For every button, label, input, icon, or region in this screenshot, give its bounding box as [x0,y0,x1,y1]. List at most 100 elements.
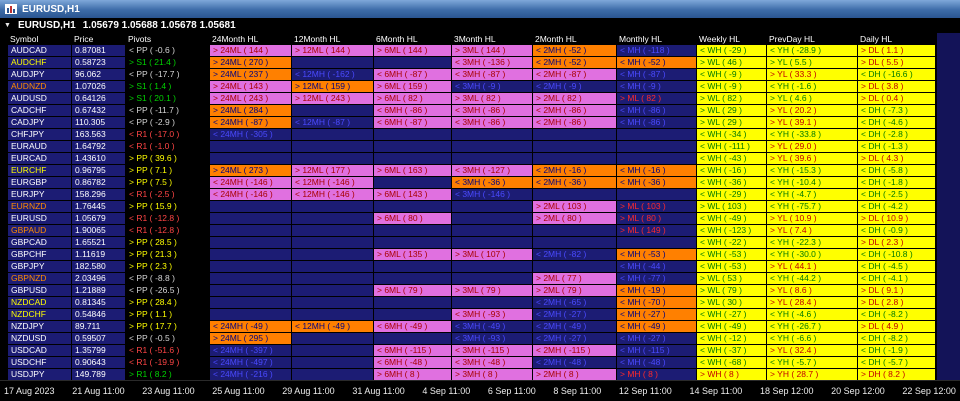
matrix-cell-empty [210,261,292,273]
symbol-cell: GBPCHF [8,249,72,261]
matrix-row-gbpaud: GBPAUD 1.90065 < R1 ( -12.8 ) > ML ( 149 ) <… [8,225,960,237]
matrix-cell: > YL ( 29.0 ) [767,141,858,153]
matrix-cell-empty [292,261,374,273]
matrix-cell: < WH ( -34 ) [697,129,767,141]
matrix-cell: < YH ( -15.3 ) [767,165,858,177]
symbol-cell: EURCAD [8,153,72,165]
matrix-cell: < WH ( -36 ) [697,177,767,189]
matrix-cell: > DL ( 9.1 ) [858,285,936,297]
price-cell: 0.58723 [72,57,126,69]
price-cell: 1.64792 [72,141,126,153]
column-header-weekly-hl: Weekly HL [699,34,740,44]
matrix-cell-empty [292,129,374,141]
matrix-cell: < YH ( -26.7 ) [767,321,858,333]
matrix-cell-empty [210,249,292,261]
symbol-cell: EURNZD [8,201,72,213]
matrix-cell: > YL ( 10.9 ) [767,213,858,225]
matrix-cell: > 24ML ( 144 ) [210,45,292,57]
matrix-cell: < DH ( -10.8 ) [858,249,936,261]
price-cell: 110.305 [72,117,126,129]
matrix-cell: > WL ( 29 ) [697,105,767,117]
matrix-cell-empty [210,213,292,225]
matrix-cell: < DH ( -4.6 ) [858,117,936,129]
matrix-row-usdchf: USDCHF 0.90643 < R1 ( -19.9 ) < 24MH ( -497… [8,357,960,369]
symbol-cell: EURAUD [8,141,72,153]
matrix-cell: > YL ( 4.6 ) [767,93,858,105]
price-cell: 0.67432 [72,105,126,117]
matrix-cell: > 2ML ( 80 ) [533,213,617,225]
matrix-cell: < MH ( -87 ) [617,69,697,81]
matrix-cell-empty [292,309,374,321]
matrix-cell: < 24MH ( -497 ) [210,357,292,369]
time-axis-label: 8 Sep 11:00 [553,386,602,396]
symbol-cell: AUDUSD [8,93,72,105]
matrix-cell: > 3ML ( 82 ) [452,93,533,105]
matrix-cell: < 2MH ( -9 ) [533,81,617,93]
symbol-cell: NZDJPY [8,321,72,333]
time-axis-label: 31 Aug 11:00 [352,386,405,396]
matrix-cell-empty [292,201,374,213]
time-axis-label: 23 Aug 11:00 [142,386,195,396]
matrix-cell-empty [210,201,292,213]
matrix-cell: < 2MH ( -115 ) [533,345,617,357]
matrix-cell: > YL ( 39.1 ) [767,117,858,129]
pivot-cell: > S1 ( 1.4 ) [126,81,210,93]
matrix-cell: < 2MH ( -49 ) [533,321,617,333]
matrix-cell-empty [292,285,374,297]
price-cell: 1.43610 [72,153,126,165]
symbol-cell: NZDCHF [8,309,72,321]
matrix-cell-empty [617,141,697,153]
time-axis[interactable]: 17 Aug 2023 21 Aug 11:00 23 Aug 11:00 25 Au… [0,380,960,401]
matrix-cell: < MH ( -9 ) [617,81,697,93]
matrix-cell: < MH ( -115 ) [617,345,697,357]
matrix-cell: > YL ( 33.3 ) [767,69,858,81]
matrix-cell-empty [374,177,452,189]
matrix-cell: > 24ML ( 237 ) [210,69,292,81]
matrix-row-nzdcad: NZDCAD 0.81345 > PP ( 28.4 ) < 2MH ( -65 ) <… [8,297,960,309]
matrix-cell: < YH ( -10.4 ) [767,177,858,189]
symbol-cell: GBPCAD [8,237,72,249]
matrix-cell: < 3MH ( -48 ) [452,357,533,369]
matrix-cell: < MH ( -86 ) [617,117,697,129]
price-cell: 1.05679 [72,213,126,225]
matrix-row-nzdusd: NZDUSD 0.59507 < PP ( -0.5 ) > 24ML ( 295 )… [8,333,960,345]
matrix-row-chfjpy: CHFJPY 163.563 < R1 ( -17.0 ) < 24MH ( -305… [8,129,960,141]
matrix-cell: < WH ( -43 ) [697,153,767,165]
matrix-cell: < WH ( -22 ) [697,237,767,249]
matrix-cell-empty [374,333,452,345]
matrix-cell: < MH ( -27 ) [617,309,697,321]
matrix-cell-empty [617,129,697,141]
symbol-cell: CADCHF [8,105,72,117]
quote-bar: ▼ EURUSD,H1 1.05679 1.05688 1.05678 1.05… [0,18,960,33]
matrix-cell: < DH ( -1.8 ) [858,177,936,189]
matrix-cell: < DH ( -5.8 ) [858,165,936,177]
matrix-cell: < WH ( -12 ) [697,333,767,345]
pivot-cell: < PP ( -11.7 ) [126,105,210,117]
window-titlebar[interactable]: EURUSD,H1 [0,0,960,18]
matrix-row-audcad: AUDCAD 0.87081 < PP ( -0.6 ) > 24ML ( 144 )… [8,45,960,57]
matrix-cell: < 24MH ( -397 ) [210,345,292,357]
matrix-cell-empty [374,297,452,309]
matrix-row-cadchf: CADCHF 0.67432 < PP ( -11.7 ) > 24ML ( 284 … [8,105,960,117]
price-cell: 0.87081 [72,45,126,57]
column-header-pivots: Pivots [128,34,152,44]
matrix-row-euraud: EURAUD 1.64792 < R1 ( -1.0 ) < WH ( -111 ) >… [8,141,960,153]
matrix-cell: < WH ( -29 ) [697,189,767,201]
matrix-cell-empty [374,57,452,69]
matrix-cell-empty [210,285,292,297]
matrix-header-row: Symbol Price Pivots 24Month HL 12Month HL 6Mo… [8,33,960,45]
matrix-cell: < 3MH ( -146 ) [452,189,533,201]
matrix-cell: > 2ML ( 82 ) [533,93,617,105]
matrix-cell-empty [374,261,452,273]
matrix-cell: < DH ( -2.8 ) [858,129,936,141]
matrix-cell: > 24ML ( 273 ) [210,165,292,177]
matrix-cell-empty [292,333,374,345]
matrix-cell: < 12MH ( -146 ) [292,177,374,189]
collapse-triangle-icon[interactable]: ▼ [4,22,11,29]
matrix-cell: > 6ML ( 135 ) [374,249,452,261]
matrix-cell: < MH ( -118 ) [617,45,697,57]
matrix-cell: < WH ( -9 ) [697,81,767,93]
matrix-cell-empty [292,153,374,165]
matrix-cell: < 12MH ( -146 ) [292,189,374,201]
symbol-cell: NZDCAD [8,297,72,309]
